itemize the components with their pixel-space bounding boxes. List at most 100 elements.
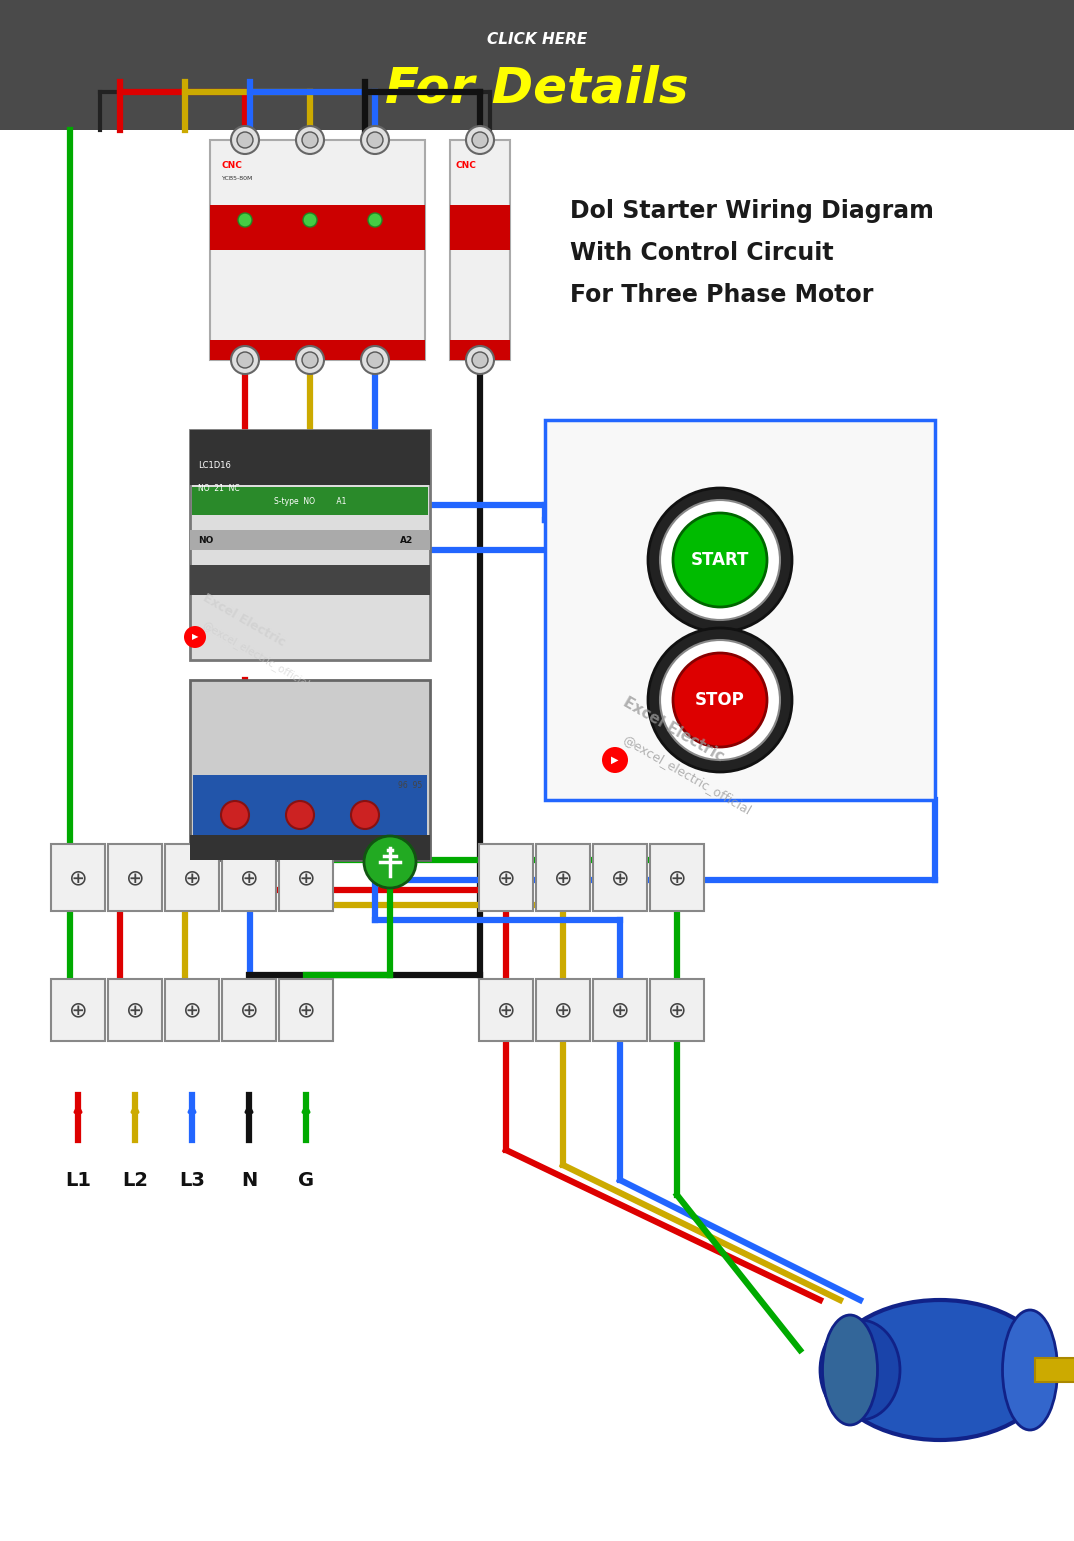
Circle shape	[296, 347, 324, 374]
FancyBboxPatch shape	[222, 979, 276, 1042]
Circle shape	[237, 133, 253, 148]
FancyBboxPatch shape	[108, 844, 162, 911]
Circle shape	[661, 499, 780, 619]
FancyBboxPatch shape	[536, 979, 590, 1042]
Text: With Control Circuit: With Control Circuit	[570, 240, 833, 265]
Text: G: G	[297, 1171, 314, 1190]
Circle shape	[471, 133, 488, 148]
Text: ⊕: ⊕	[69, 868, 87, 888]
Text: ⊕: ⊕	[296, 868, 316, 888]
Circle shape	[296, 126, 324, 154]
Circle shape	[286, 801, 314, 829]
Text: Excel Electric: Excel Electric	[620, 695, 726, 764]
Text: L1: L1	[66, 1171, 91, 1190]
Text: CLICK HERE: CLICK HERE	[487, 31, 587, 46]
Text: NO: NO	[198, 536, 214, 544]
Text: ⊕: ⊕	[611, 1000, 629, 1020]
Text: ⊕: ⊕	[668, 1000, 686, 1020]
Bar	[1035, 1358, 1074, 1382]
Text: ⊕: ⊕	[496, 868, 516, 888]
FancyBboxPatch shape	[279, 844, 333, 911]
Text: ⊕: ⊕	[611, 868, 629, 888]
Text: START: START	[691, 552, 750, 569]
Text: ⊕: ⊕	[668, 868, 686, 888]
FancyBboxPatch shape	[211, 140, 425, 361]
FancyBboxPatch shape	[279, 979, 333, 1042]
FancyBboxPatch shape	[50, 844, 105, 911]
Text: For Details: For Details	[386, 65, 688, 112]
Text: L3: L3	[179, 1171, 205, 1190]
Text: NO  21  NC: NO 21 NC	[198, 484, 240, 493]
Text: ⊕: ⊕	[240, 1000, 259, 1020]
Bar	[192, 487, 429, 515]
Circle shape	[648, 488, 792, 632]
FancyBboxPatch shape	[545, 421, 935, 800]
Text: ⊕: ⊕	[126, 868, 144, 888]
Circle shape	[302, 133, 318, 148]
FancyBboxPatch shape	[479, 844, 533, 911]
FancyBboxPatch shape	[222, 844, 276, 911]
Circle shape	[238, 213, 252, 227]
Bar	[193, 775, 427, 855]
Circle shape	[367, 351, 383, 368]
FancyBboxPatch shape	[650, 844, 703, 911]
Circle shape	[673, 653, 767, 747]
Circle shape	[673, 513, 767, 607]
Circle shape	[221, 801, 249, 829]
Text: ⊕: ⊕	[296, 1000, 316, 1020]
Ellipse shape	[823, 1314, 877, 1425]
FancyBboxPatch shape	[108, 979, 162, 1042]
FancyBboxPatch shape	[650, 979, 703, 1042]
Text: ⊕: ⊕	[554, 1000, 572, 1020]
Circle shape	[661, 640, 780, 760]
Text: Excel Electric: Excel Electric	[200, 592, 287, 649]
Text: @excel_electric_official: @excel_electric_official	[620, 734, 753, 817]
FancyBboxPatch shape	[450, 140, 510, 361]
Bar	[0, 0, 1074, 129]
Text: ⊕: ⊕	[240, 868, 259, 888]
Bar	[450, 341, 510, 361]
Text: CNC: CNC	[455, 160, 476, 170]
Circle shape	[368, 213, 382, 227]
Circle shape	[603, 747, 628, 774]
Circle shape	[364, 837, 416, 888]
Circle shape	[361, 126, 389, 154]
Bar	[450, 205, 510, 250]
FancyBboxPatch shape	[479, 979, 533, 1042]
Circle shape	[466, 347, 494, 374]
Text: STOP: STOP	[695, 690, 745, 709]
Text: N: N	[241, 1171, 257, 1190]
Text: S-type  NO         A1: S-type NO A1	[274, 496, 346, 505]
Circle shape	[466, 126, 494, 154]
Text: ▶: ▶	[192, 632, 199, 641]
Text: @excel_electric_official: @excel_electric_official	[200, 619, 311, 690]
Text: Dol Starter Wiring Diagram: Dol Starter Wiring Diagram	[570, 199, 934, 223]
Bar	[190, 566, 430, 595]
Text: ⊕: ⊕	[126, 1000, 144, 1020]
Text: ⊕: ⊕	[554, 868, 572, 888]
Ellipse shape	[1002, 1310, 1058, 1430]
FancyBboxPatch shape	[190, 430, 430, 660]
Ellipse shape	[830, 1301, 1050, 1439]
Circle shape	[237, 351, 253, 368]
Ellipse shape	[821, 1321, 900, 1419]
Circle shape	[471, 351, 488, 368]
Text: ⊕: ⊕	[183, 868, 201, 888]
FancyBboxPatch shape	[50, 979, 105, 1042]
Circle shape	[361, 347, 389, 374]
Circle shape	[302, 351, 318, 368]
Text: CNC: CNC	[222, 160, 243, 170]
Circle shape	[648, 629, 792, 772]
Text: ⊕: ⊕	[69, 1000, 87, 1020]
Text: ▶: ▶	[611, 755, 619, 764]
Text: L2: L2	[122, 1171, 148, 1190]
FancyBboxPatch shape	[165, 979, 219, 1042]
Circle shape	[367, 133, 383, 148]
FancyBboxPatch shape	[593, 844, 647, 911]
Bar	[190, 835, 430, 860]
Bar	[211, 341, 425, 361]
FancyBboxPatch shape	[190, 680, 430, 860]
FancyBboxPatch shape	[165, 844, 219, 911]
Text: For Three Phase Motor: For Three Phase Motor	[570, 284, 873, 307]
Bar	[190, 430, 430, 485]
